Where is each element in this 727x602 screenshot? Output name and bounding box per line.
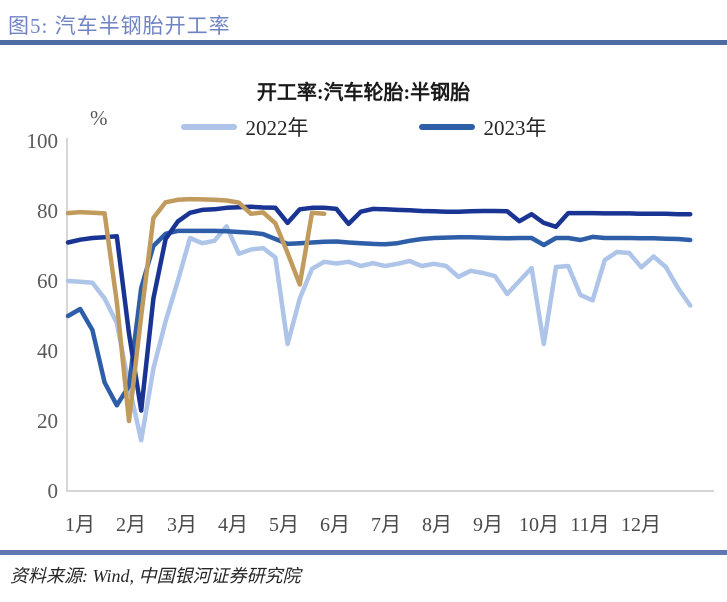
x-label-4: 4月 [218,514,248,536]
legend-swatch-2023 [418,124,475,130]
legend-label-2023: 2023年 [483,116,547,140]
figure-caption: 图5: 汽车半钢胎开工率 [8,14,231,38]
y-tick-60: 60 [37,269,58,293]
x-label-10: 10月 [519,514,559,536]
legend-swatch-2022 [180,124,237,130]
y-tick-0: 0 [47,479,59,503]
y-tick-20: 20 [37,409,58,433]
legend-item-2023: 2023年 [418,112,547,142]
x-label-1: 1月 [65,514,95,536]
x-label-6: 6月 [320,514,350,536]
x-label-5: 5月 [269,514,299,536]
series-unlabeled-navy-line [65,204,693,413]
y-axis-unit-label: % [90,106,108,130]
legend-label-2022: 2022年 [245,116,309,140]
bottom-divider [0,550,727,555]
series-unlabeled-tan-line [65,196,327,424]
x-label-7: 7月 [371,514,401,536]
y-tick-40: 40 [37,339,58,363]
x-label-3: 3月 [167,514,197,536]
chart-legend: 2022年 2023年 [0,112,727,142]
y-tick-100: 100 [26,129,59,153]
x-label-11: 11月 [570,514,610,536]
x-label-12: 12月 [621,514,661,536]
legend-item-2022: 2022年 [180,112,309,142]
line-chart-plot-area [65,138,714,492]
x-label-8: 8月 [422,514,452,536]
chart-title: 开工率:汽车轮胎:半钢胎 [256,82,471,104]
source-note: 资料来源: Wind, 中国银河证券研究院 [10,566,301,586]
x-label-2: 2月 [116,514,146,536]
top-divider [0,40,727,45]
series-2022年 [65,224,693,443]
x-label-9: 9月 [473,514,503,536]
y-tick-80: 80 [37,199,58,223]
